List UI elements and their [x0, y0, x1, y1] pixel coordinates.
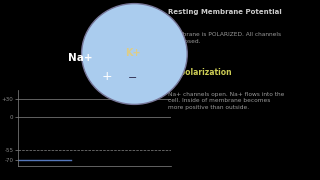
Text: Na+: Na+ — [68, 53, 92, 63]
Text: Membrane is POLARIZED. All channels
are closed.: Membrane is POLARIZED. All channels are … — [168, 32, 281, 44]
Text: −: − — [128, 73, 138, 83]
Text: K+: K+ — [125, 48, 140, 58]
Text: Na+ channels open. Na+ flows into the
cell. Inside of membrane becomes
more posi: Na+ channels open. Na+ flows into the ce… — [168, 92, 284, 110]
Text: Depolarization: Depolarization — [168, 68, 232, 77]
Text: +: + — [102, 70, 113, 83]
Text: Resting Membrane Potential: Resting Membrane Potential — [168, 9, 282, 15]
